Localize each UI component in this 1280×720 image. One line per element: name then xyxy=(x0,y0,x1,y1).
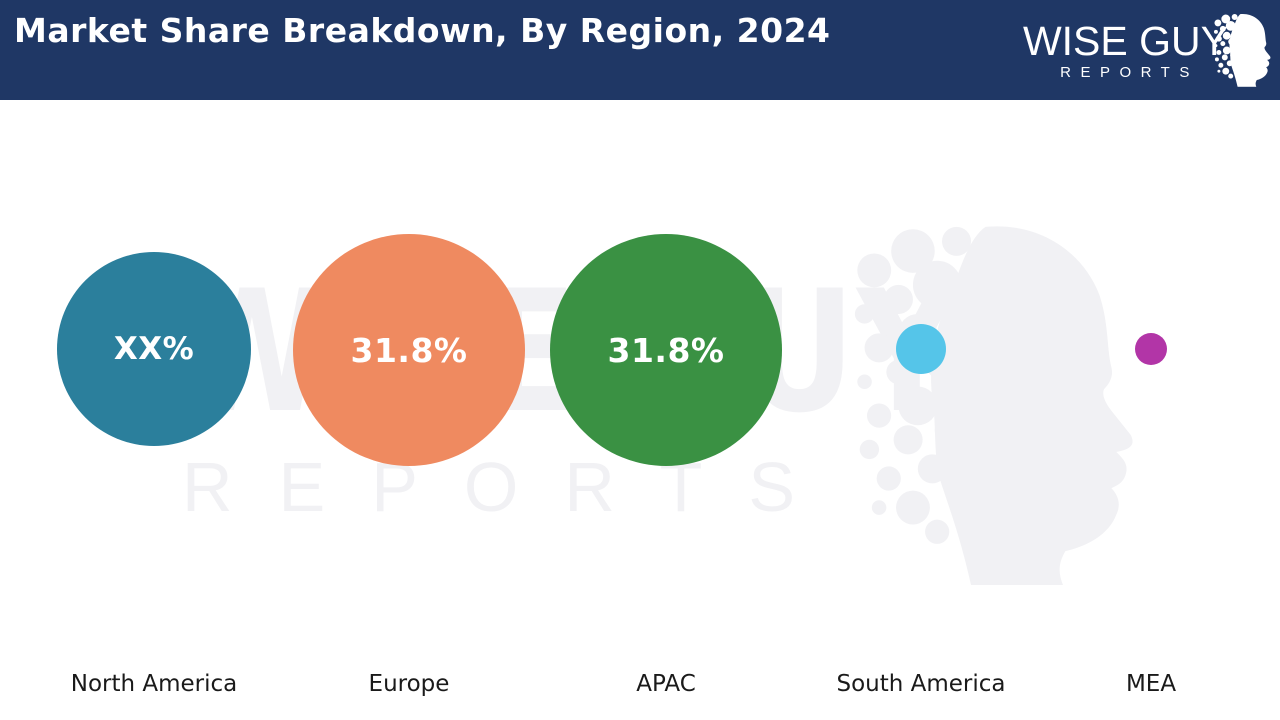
watermark-head-icon xyxy=(845,222,1160,585)
header: Market Share Breakdown, By Region, 2024 … xyxy=(0,0,1280,100)
bubble-apac: 31.8% xyxy=(550,234,782,466)
category-label-south-america: South America xyxy=(836,671,1006,697)
logo-subtitle: REPORTS xyxy=(1060,63,1199,81)
logo-text: WISE GUY REPORTS xyxy=(1022,17,1228,81)
category-label-mea: MEA xyxy=(1125,671,1177,697)
bubble-value-label: 31.8% xyxy=(607,330,725,370)
logo-wordmark: WISE GUY xyxy=(1022,17,1228,64)
bubble-europe: 31.8% xyxy=(293,234,525,466)
page-title: Market Share Breakdown, By Region, 2024 xyxy=(14,11,831,50)
bubble-value-label: XX% xyxy=(113,331,195,367)
bubble-north-america: XX% xyxy=(57,252,251,446)
category-label-apac: APAC xyxy=(636,671,696,697)
bubble-mea xyxy=(1135,333,1167,365)
watermark-subtitle: REPORTS xyxy=(182,448,842,526)
bubble-value-label: 31.8% xyxy=(350,330,468,370)
wise-guy-logo: WISE GUY REPORTS xyxy=(1023,8,1276,92)
category-label-north-america: North America xyxy=(70,671,238,697)
category-label-europe: Europe xyxy=(368,671,450,697)
bubble-south-america xyxy=(896,324,946,374)
